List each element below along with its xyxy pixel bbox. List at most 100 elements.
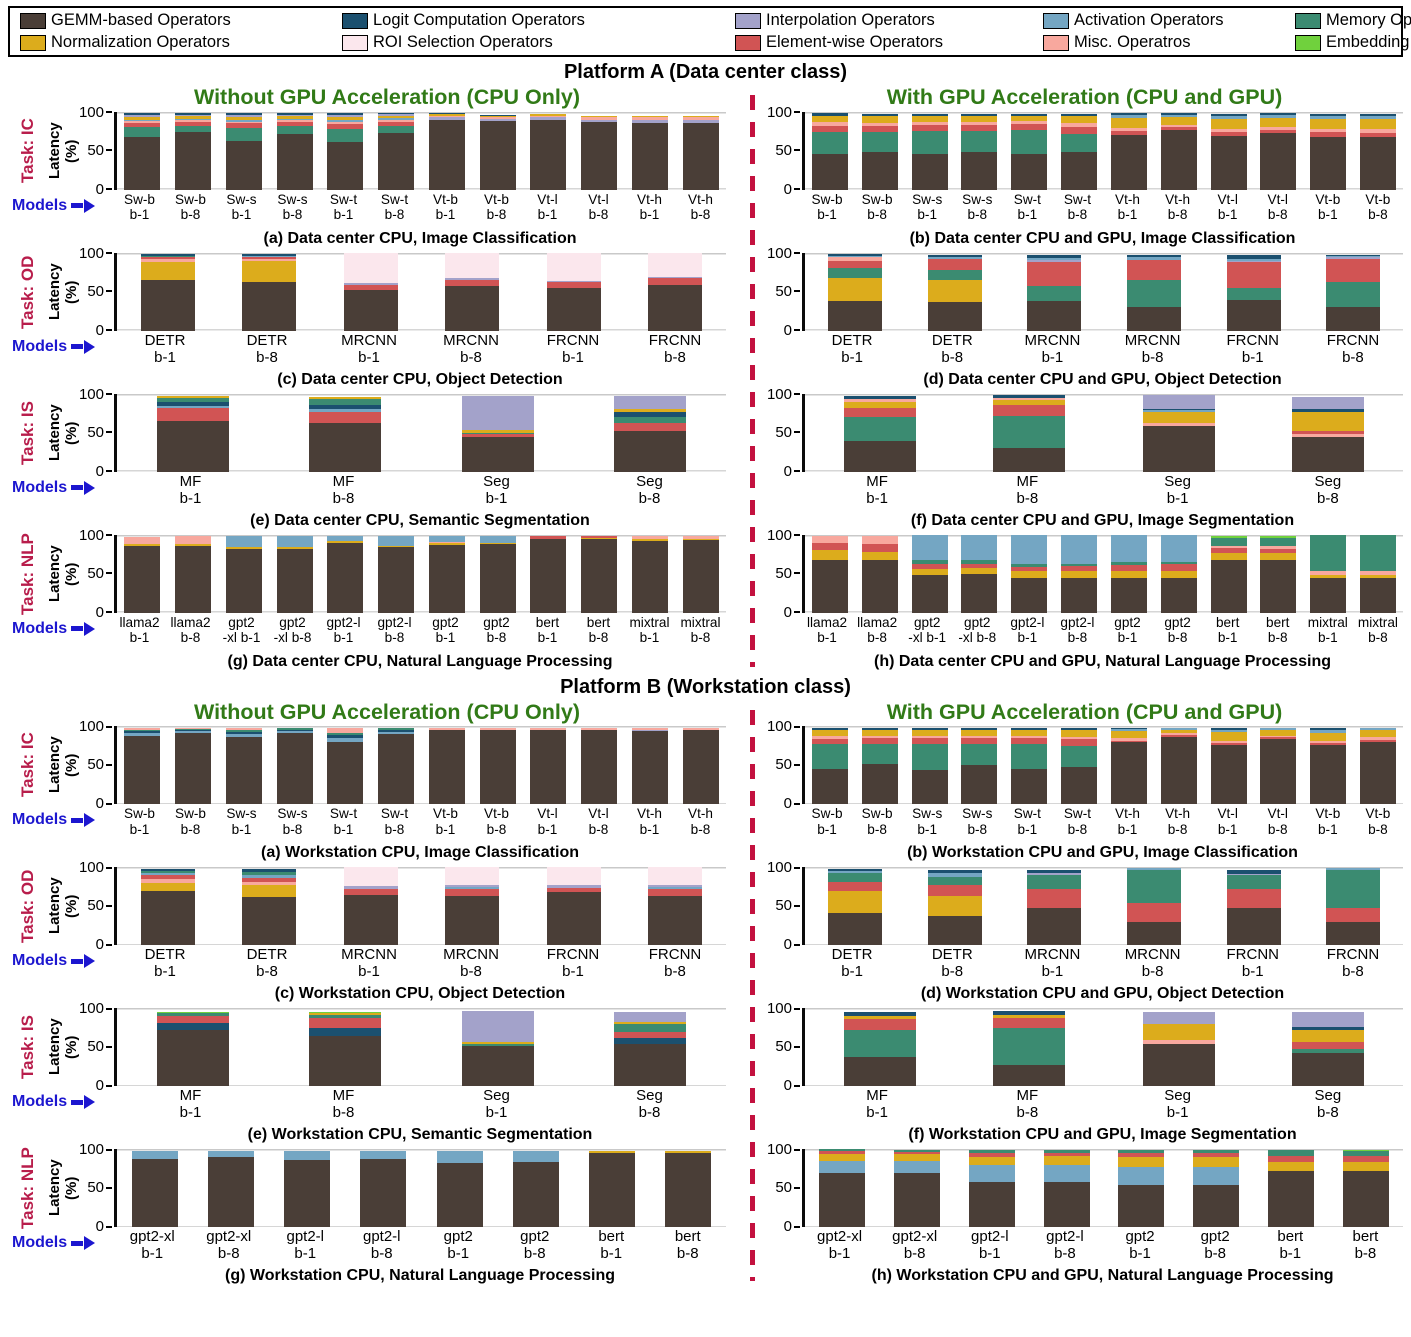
plot-area	[802, 534, 1403, 613]
bar-cell	[675, 535, 726, 613]
task-label: Task: IC	[18, 733, 37, 798]
y-tick-label: 0	[96, 795, 112, 812]
bar-segment-misc	[378, 119, 415, 122]
bars-container	[805, 726, 1403, 805]
bar-segment-gemm	[843, 440, 916, 472]
bar-segment-norm	[225, 547, 262, 549]
model-name: Vt-l	[1217, 806, 1238, 822]
bar-segment-interp	[581, 119, 618, 122]
batch-size: b-1	[141, 1245, 164, 1263]
bar-segment-norm	[581, 115, 618, 118]
bar-segment-norm	[1118, 1157, 1165, 1167]
bar-segment-misc	[1011, 121, 1048, 125]
stacked-bar	[546, 252, 601, 331]
bar-segment-misc	[1160, 125, 1197, 128]
bar-segment-elem	[546, 887, 601, 893]
bar-segment-gemm	[1260, 738, 1297, 805]
model-name: Sw-s	[277, 806, 308, 822]
bar-segment-gemm	[1342, 1171, 1389, 1228]
bar-segment-logit	[309, 404, 382, 410]
batch-size: b-8	[384, 206, 405, 222]
bar-segment-elem	[993, 405, 1066, 416]
bar-segment-logit	[993, 395, 1066, 399]
x-axis-labels: MF b-1 MF b-8 Seg b-1 Seg b-8 Models	[12, 473, 726, 511]
bar-segment-gemm	[276, 134, 313, 190]
bar-segment-mem	[461, 1044, 534, 1046]
bar-segment-norm	[1267, 1161, 1314, 1172]
bar-cell	[219, 112, 270, 190]
stacked-bar	[1142, 1008, 1215, 1087]
bar-cell	[1253, 726, 1303, 805]
x-tick-label: Vt-l b-1	[522, 192, 573, 229]
bar-segment-gemm	[843, 1056, 916, 1087]
x-tick-label: FRCNN b-8	[1303, 947, 1403, 984]
x-tick-label: Sw-s b-1	[902, 192, 952, 229]
bar-cell	[1353, 534, 1403, 613]
bar-segment-act	[1193, 1167, 1240, 1185]
bar-segment-logit	[309, 1027, 382, 1036]
bar-segment-norm	[811, 115, 848, 122]
batch-size: b-8	[1167, 821, 1188, 837]
y-tick-label: 0	[96, 604, 112, 621]
legend-label: Interpolation Operators	[766, 11, 935, 29]
y-tick-label: 0	[96, 936, 112, 953]
model-name: bert	[586, 614, 611, 630]
stacked-bar	[225, 726, 262, 805]
bar-segment-roi	[445, 252, 500, 279]
stacked-bar	[445, 867, 500, 946]
bar-cell	[117, 253, 219, 331]
y-axis: Latency (%) 100 50 0	[46, 245, 114, 339]
batch-size: b-1	[435, 206, 456, 222]
x-tick-label: MF b-8	[952, 473, 1102, 511]
bar-segment-gemm	[512, 1161, 559, 1228]
bar-segment-elem	[1043, 1152, 1090, 1157]
bar-segment-mem	[327, 128, 364, 143]
bars-container	[117, 252, 726, 331]
bar-segment-gemm	[1292, 436, 1365, 472]
bar-segment-logit	[1027, 255, 1082, 259]
bar-segment-act	[378, 731, 415, 735]
y-ticks: 100 50 0	[78, 859, 114, 953]
bar-cell	[905, 726, 955, 805]
bar-cell	[1303, 253, 1403, 331]
stacked-bar	[613, 394, 686, 472]
bar-segment-norm	[309, 1013, 382, 1015]
bar-segment-norm	[327, 117, 364, 121]
x-tick-label: gpt2-xl b-1	[802, 1229, 877, 1266]
bar-segment-norm	[911, 569, 948, 576]
stacked-bar	[664, 1149, 711, 1228]
bar-cell	[1004, 726, 1054, 805]
bar-segment-elem	[1118, 1152, 1165, 1158]
bar-segment-roi	[648, 252, 703, 277]
bar-segment-misc	[961, 735, 998, 739]
batch-size: b-8	[588, 206, 609, 222]
x-tick-label: gpt2-xl b-1	[114, 1229, 191, 1266]
model-name: gpt2	[1200, 1228, 1230, 1246]
batch-size: b-1	[485, 489, 508, 507]
bar-segment-logit	[327, 113, 364, 115]
models-label-text: Models	[12, 337, 68, 355]
bar-segment-act	[479, 535, 516, 543]
bar-segment-act	[1118, 1166, 1165, 1185]
bar-segment-logit	[843, 1011, 916, 1016]
models-label: Models	[12, 197, 96, 215]
x-tick-label: MRCNN b-8	[420, 332, 522, 370]
bar-segment-gemm	[1310, 745, 1347, 805]
batch-size: b-8	[180, 629, 201, 645]
bar-segment-norm	[225, 117, 262, 121]
bar-cell	[675, 112, 726, 190]
model-name: Sw-t	[380, 806, 409, 822]
bar-segment-act	[648, 886, 703, 889]
batch-size: b-1	[917, 206, 938, 222]
bar-segment-act	[1260, 114, 1297, 118]
batch-size: b-8	[460, 348, 482, 366]
bar-segment-mem	[843, 1029, 916, 1057]
plot-area	[114, 393, 726, 472]
chart-row: Task: OD Latency (%) 100 50 0 DETR b-1 DETR b-8 M…	[8, 245, 1403, 389]
model-name: FRCNN	[648, 946, 702, 964]
bar-segment-gemm	[124, 546, 161, 613]
bar-segment-act	[276, 118, 313, 121]
bar-segment-gemm	[1360, 742, 1397, 805]
bar-segment-gemm	[819, 1172, 866, 1228]
bar-cell	[269, 394, 421, 472]
